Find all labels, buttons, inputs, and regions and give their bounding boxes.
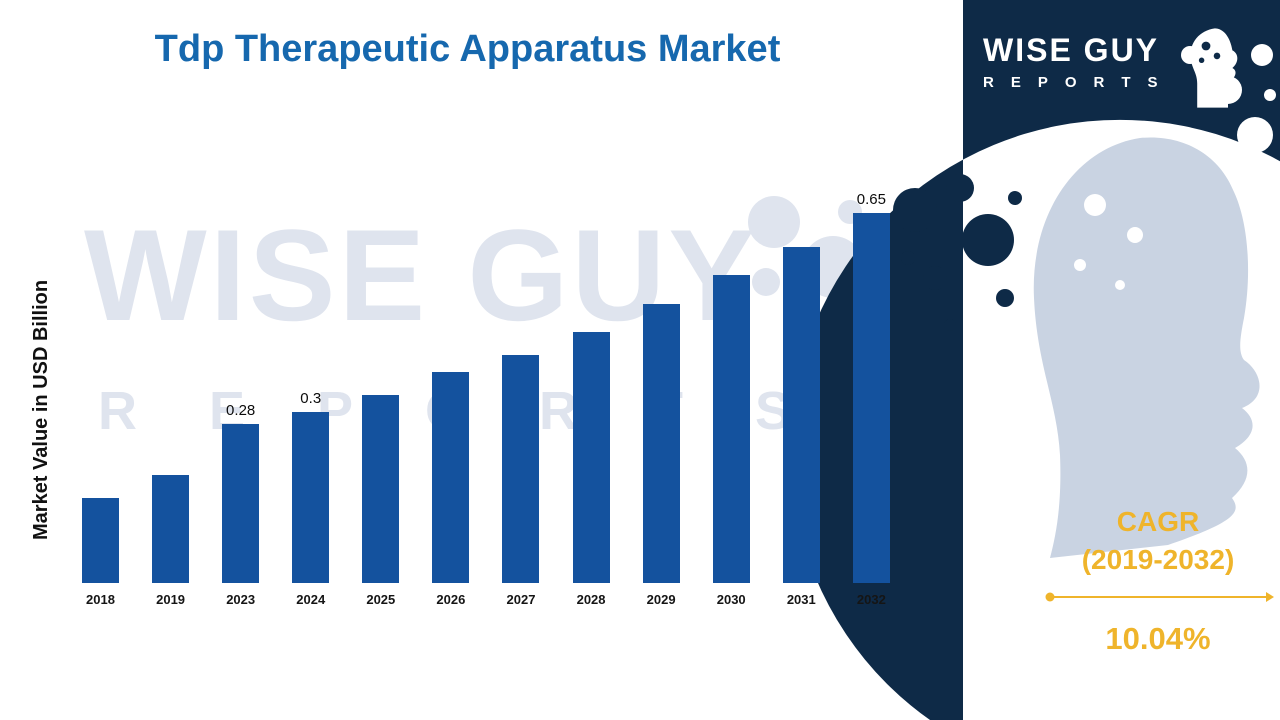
bar-group-2029: 2029 bbox=[642, 173, 680, 607]
bar-group-2018: 2018 bbox=[82, 173, 119, 607]
x-axis-tick-label: 2028 bbox=[576, 592, 606, 607]
cagr-block: CAGR (2019-2032) 10.04% bbox=[1042, 506, 1274, 657]
bar-group-2032: 0.65 2032 bbox=[852, 173, 890, 607]
bar-group-2031: 2031 bbox=[782, 173, 820, 607]
dot-cluster-navy bbox=[893, 174, 1022, 331]
x-axis-tick-label: 2031 bbox=[786, 592, 816, 607]
x-axis-tick-label: 2025 bbox=[366, 592, 396, 607]
x-axis-tick-label: 2027 bbox=[506, 592, 536, 607]
x-axis-tick-label: 2024 bbox=[296, 592, 326, 607]
x-axis-tick-label: 2029 bbox=[646, 592, 676, 607]
bar-group-2030: 2030 bbox=[712, 173, 750, 607]
bar-2018 bbox=[82, 498, 119, 583]
watermark-dot bbox=[752, 268, 780, 296]
bar-group-2019: 2019 bbox=[152, 173, 190, 607]
chart-title: Tdp Therapeutic Apparatus Market bbox=[154, 28, 781, 70]
bar-value-label: 0.3 bbox=[300, 390, 322, 407]
x-axis-tick-label: 2018 bbox=[86, 592, 115, 607]
bar-2023 bbox=[222, 424, 260, 583]
x-axis-tick-label: 2019 bbox=[156, 592, 186, 607]
logo-face-icon bbox=[1190, 28, 1238, 108]
bar-2027 bbox=[502, 355, 540, 583]
bar-value-label: 0.28 bbox=[226, 402, 256, 419]
cagr-value: 10.04% bbox=[1105, 621, 1211, 657]
x-axis-tick-label: 2023 bbox=[226, 592, 256, 607]
cagr-underline-arrow bbox=[1045, 592, 1274, 603]
bar-chart: 2018 2019 0.28 2023 0.3 2024 2025 2026 2027 2028 2… bbox=[82, 173, 890, 607]
bar-2029 bbox=[642, 304, 680, 583]
bar-2031 bbox=[782, 247, 820, 583]
bar-2026 bbox=[432, 372, 470, 583]
x-axis-tick-label: 2026 bbox=[436, 592, 466, 607]
bar-group-2027: 2027 bbox=[502, 173, 540, 607]
bar-group-2024: 0.3 2024 bbox=[292, 173, 330, 607]
y-axis-label: Market Value in USD Billion bbox=[30, 279, 52, 541]
bar-2025 bbox=[362, 395, 400, 583]
bar-2024 bbox=[292, 412, 330, 583]
bar-group-2028: 2028 bbox=[572, 173, 610, 607]
logo: WISE GUY REPORTS bbox=[983, 34, 1175, 91]
x-axis-tick-label: 2030 bbox=[716, 592, 746, 607]
bar-2030 bbox=[712, 275, 750, 583]
logo-subtext: REPORTS bbox=[983, 74, 1175, 91]
cagr-label: CAGR bbox=[1116, 506, 1200, 537]
cagr-range: (2019-2032) bbox=[1081, 544, 1235, 576]
bar-2032 bbox=[852, 213, 890, 583]
bar-group-2025: 2025 bbox=[362, 173, 400, 607]
bar-value-label: 0.65 bbox=[856, 191, 886, 208]
bar-2028 bbox=[572, 332, 610, 583]
face-silhouette bbox=[1033, 137, 1260, 559]
logo-wordmark: WISE GUY bbox=[983, 32, 1160, 68]
x-axis-tick-label: 2032 bbox=[856, 592, 886, 607]
bar-group-2023: 0.28 2023 bbox=[222, 173, 260, 607]
bar-2019 bbox=[152, 475, 190, 583]
bar-group-2026: 2026 bbox=[432, 173, 470, 607]
